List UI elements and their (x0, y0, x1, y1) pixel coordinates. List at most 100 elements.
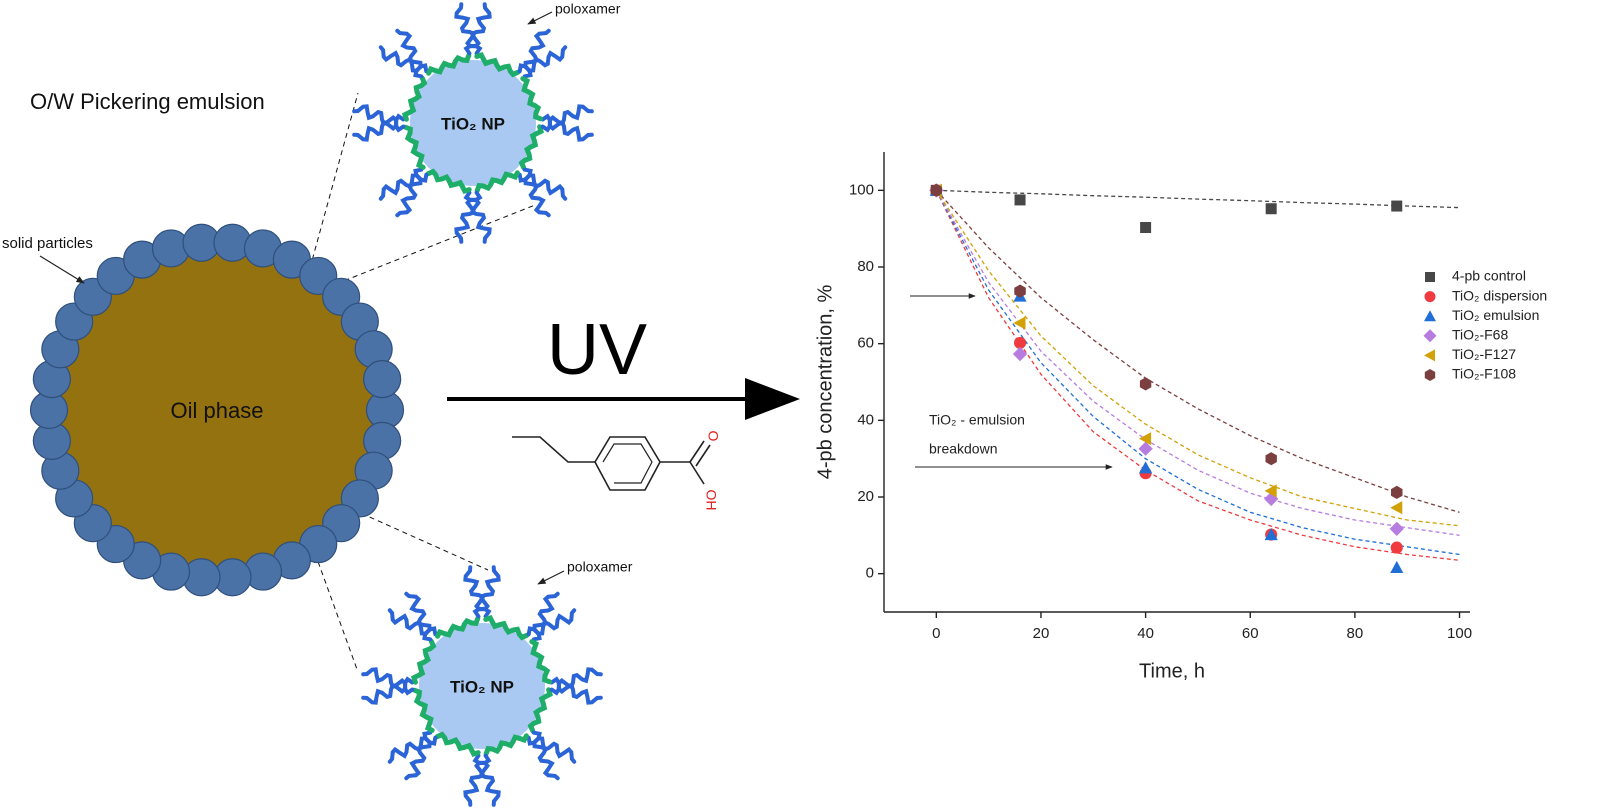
np-label: TiO₂ NP (450, 677, 514, 696)
poloxamer-anchor (520, 76, 544, 122)
poloxamer-anchor (426, 52, 472, 76)
data-point (1391, 485, 1403, 499)
zoom-line (311, 544, 359, 673)
chart: 0 20 40 60 80 100 0 20 40 60 80 100 Time, h 4-pb conc… (814, 152, 1547, 682)
data-point (1014, 194, 1026, 206)
data-point (1389, 521, 1404, 536)
data-point (1390, 560, 1404, 573)
oil-label: Oil phase (171, 398, 264, 423)
data-point (1139, 461, 1153, 474)
x-tick-label: 0 (932, 625, 940, 642)
poloxamer-chain (404, 591, 433, 642)
poloxamer-chain (387, 735, 438, 764)
data-point (1265, 452, 1277, 466)
x-axis-label: Time, h (1139, 660, 1205, 682)
data-point (1012, 346, 1028, 362)
legend-marker (1425, 272, 1435, 282)
poloxamer-chain (395, 28, 424, 79)
legend-label: TiO₂ emulsion (1452, 307, 1539, 323)
legend-label: TiO₂-F108 (1452, 366, 1516, 382)
benzene-ring (594, 436, 661, 491)
pointer-arrow (537, 570, 565, 585)
data-point (930, 183, 942, 197)
fit-curve (935, 190, 1460, 561)
data-point (1014, 284, 1026, 298)
data-point (1139, 432, 1152, 446)
poloxamer-chain (549, 667, 603, 696)
np-label: TiO₂ NP (441, 114, 505, 133)
y-tick-label: 100 (849, 181, 874, 198)
uv-label: UV (547, 310, 647, 390)
poloxamer-anchor (435, 615, 481, 639)
poloxamer-chain (540, 104, 594, 133)
bond (689, 461, 705, 485)
poloxamer-anchor (410, 638, 437, 685)
legend-label: TiO₂-F68 (1452, 327, 1508, 343)
fit-curve (936, 189, 1460, 209)
fit-curve (935, 189, 1460, 513)
legend-marker (1424, 291, 1436, 303)
nanoparticle (352, 2, 594, 244)
zoom-line (335, 204, 536, 285)
zoom-line (309, 92, 359, 269)
y-tick-label: 0 (866, 565, 874, 582)
poloxamer-label: poloxamer (555, 1, 621, 17)
poloxamer-chain (463, 2, 492, 56)
x-tick-label: 60 (1242, 625, 1259, 642)
emulsion-label: O/W Pickering emulsion (30, 89, 265, 114)
poloxamer-chain (361, 667, 415, 696)
poloxamer-chain (522, 167, 551, 218)
data-point (1264, 528, 1278, 541)
poloxamer-chain (531, 730, 560, 781)
legend-marker (1424, 349, 1435, 362)
legend-label: TiO₂ dispersion (1452, 287, 1547, 303)
data-point (1391, 200, 1403, 212)
poloxamer-anchor (434, 731, 481, 758)
legend-marker (1424, 310, 1436, 322)
propyl-chain (512, 436, 595, 463)
poloxamer-chain (352, 104, 406, 133)
poloxamer-label: poloxamer (567, 559, 633, 575)
x-tick-label: 100 (1447, 625, 1472, 642)
annotation-text: TiO₂ - emulsion (929, 412, 1025, 428)
legend-label: 4-pb control (1452, 268, 1526, 284)
poloxamer-chain (378, 172, 429, 201)
molecule (512, 436, 711, 491)
fit-curve (935, 189, 1460, 556)
poloxamer-anchor (411, 687, 435, 733)
poloxamer-anchor (527, 687, 554, 734)
np-core (410, 60, 536, 186)
legend-marker (1424, 369, 1436, 381)
zoom-line (344, 505, 489, 571)
legend-marker (1423, 329, 1437, 343)
y-tick-label: 20 (857, 488, 874, 505)
data-point (1013, 316, 1026, 330)
poloxamer-chain (526, 608, 577, 637)
fit-curve (935, 189, 1460, 536)
data-point (1265, 203, 1277, 215)
data-point (1264, 484, 1277, 498)
poloxamer-anchor (518, 124, 545, 171)
data-point (1139, 377, 1152, 391)
particles-label: solid particles (2, 235, 93, 252)
data-point (1140, 222, 1152, 234)
poloxamer-chain (472, 565, 501, 619)
poloxamer-anchor (425, 168, 472, 195)
poloxamer-anchor (474, 51, 521, 78)
poloxamer-chain (517, 45, 568, 74)
np-core (419, 623, 545, 749)
y-axis-label: 4-pb concentration, % (814, 285, 836, 480)
y-tick-label: 80 (857, 258, 874, 275)
atom-label: O (705, 431, 721, 442)
annotation-text: breakdown (929, 441, 998, 457)
legend-label: TiO₂-F127 (1452, 346, 1516, 362)
bond (689, 440, 705, 463)
poloxamer-anchor (483, 614, 530, 641)
y-tick-label: 60 (857, 335, 874, 352)
particle-shell (29, 223, 405, 597)
benzene-inner (602, 443, 653, 484)
x-tick-label: 40 (1137, 625, 1154, 642)
data-point (1138, 441, 1153, 456)
